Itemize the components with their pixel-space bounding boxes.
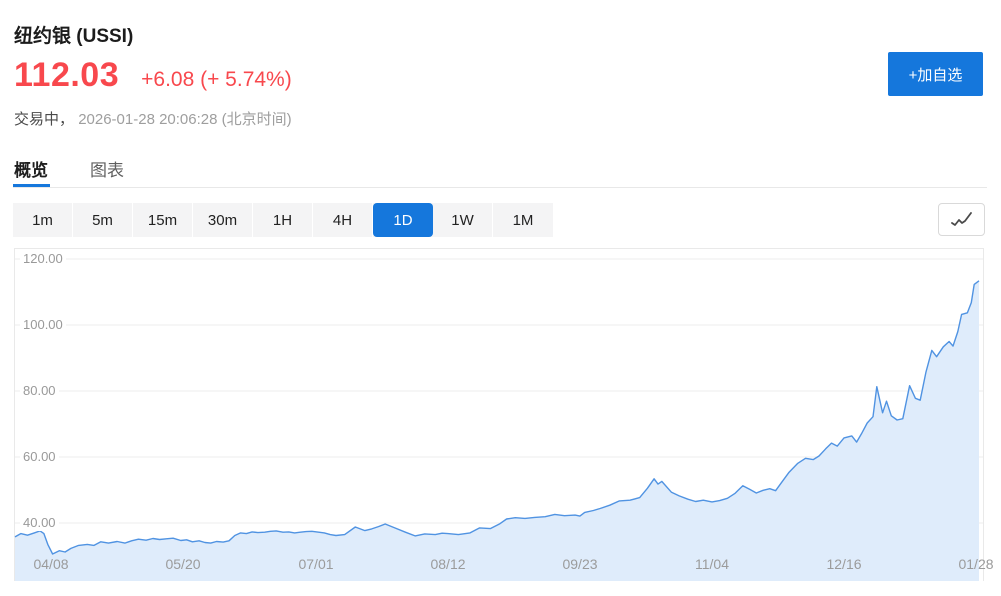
timezone-label: (北京时间)	[221, 111, 292, 128]
add-watchlist-button[interactable]: +加自选	[888, 52, 983, 96]
area-chart-canvas	[14, 258, 983, 581]
interval-1h[interactable]: 1H	[253, 203, 313, 237]
interval-bar: 1m 5m 15m 30m 1H 4H 1D 1W 1M	[13, 203, 553, 237]
x-axis-label: 07/01	[298, 556, 334, 572]
trading-status-label: 交易中，	[14, 111, 75, 128]
interval-15m[interactable]: 15m	[133, 203, 193, 237]
x-axis-label: 01/28	[958, 556, 994, 572]
interval-1m[interactable]: 1m	[13, 203, 73, 237]
quote-timestamp: 2026-01-28 20:06:28	[78, 111, 218, 128]
area-fill	[15, 280, 979, 581]
interval-1m-month[interactable]: 1M	[512, 211, 534, 229]
price-area-chart[interactable]: 120.00 100.00 80.00 60.00 40.00 04/08 05/20 07/…	[14, 248, 994, 581]
price-value: 112.03	[14, 56, 120, 94]
y-axis-label: 40.00	[20, 515, 59, 531]
tab-overview[interactable]: 概览	[14, 161, 48, 180]
price-row: 112.03 +6.08 (+ 5.74%)	[14, 56, 292, 95]
active-tab-underline	[13, 184, 50, 188]
x-axis-label: 09/23	[562, 556, 598, 572]
trading-status: 交易中， 2026-01-28 20:06:28 (北京时间)	[14, 108, 292, 129]
tab-separator	[13, 187, 987, 188]
y-axis-label: 80.00	[20, 383, 59, 399]
x-axis-label: 08/12	[430, 556, 466, 572]
chart-type-button[interactable]	[938, 203, 985, 236]
trend-line-icon	[950, 211, 972, 226]
interval-5m[interactable]: 5m	[73, 203, 133, 237]
y-axis-label: 60.00	[20, 449, 59, 465]
x-axis-label: 11/04	[695, 556, 729, 572]
price-line	[14, 280, 980, 555]
x-axis-label: 12/16	[826, 556, 862, 572]
x-axis-label: 05/20	[165, 556, 201, 572]
page-title: 纽约银 (USSI)	[14, 26, 134, 47]
interval-30m[interactable]: 30m	[193, 203, 253, 237]
tab-chart[interactable]: 图表	[90, 161, 124, 180]
interval-1d-active[interactable]: 1D	[373, 203, 433, 237]
y-axis-label: 120.00	[20, 251, 66, 267]
x-axis-label: 04/08	[33, 556, 69, 572]
y-axis-label: 100.00	[20, 317, 66, 333]
interval-4h[interactable]: 4H	[313, 203, 373, 237]
interval-1w[interactable]: 1W	[433, 203, 493, 237]
price-change: +6.08 (+ 5.74%)	[141, 68, 292, 91]
